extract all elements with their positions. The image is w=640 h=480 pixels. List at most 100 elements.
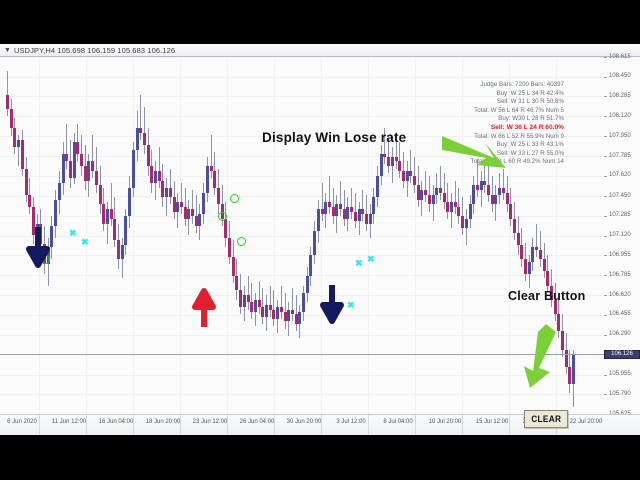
candle-body-bearish xyxy=(501,187,505,193)
candle-body-bearish xyxy=(283,311,287,322)
candle-body-bearish xyxy=(142,132,146,145)
price-chart-plot[interactable]: ✖ ✖ ✖ ✖ ✖ Judge Bars: 7200 Bars: 40397 Bu… xyxy=(0,57,605,414)
vertical-gridline xyxy=(321,57,322,414)
candle-body-bearish xyxy=(475,185,479,191)
candle-body-bearish xyxy=(457,206,461,217)
horizontal-gridline xyxy=(0,175,604,177)
horizontal-gridline xyxy=(0,96,604,98)
time-axis-tick: 30 Jun 20:00 xyxy=(286,419,322,425)
candle-body-bearish xyxy=(401,171,405,181)
candle-body-bearish xyxy=(535,247,539,250)
candle-wick xyxy=(425,171,427,203)
candle-body-bullish xyxy=(198,214,202,226)
candle-body-bearish xyxy=(139,128,143,133)
candle-wick xyxy=(439,166,441,200)
price-axis-tick: 107.950 xyxy=(609,132,631,139)
candle-wick xyxy=(384,128,386,164)
candle-body-bearish xyxy=(524,259,527,274)
time-axis-separator xyxy=(86,415,87,435)
stats-line-highlight: Sell: W 36 L 24 R 60.0% xyxy=(490,123,564,131)
candle-wick xyxy=(192,190,193,224)
candle-body-bullish xyxy=(368,214,372,224)
candle-body-bearish xyxy=(168,187,172,198)
candle-wick xyxy=(388,137,390,174)
candle-body-bearish xyxy=(442,192,446,203)
time-axis-tick: 11 Jun 12:00 xyxy=(51,419,87,425)
chart-title-bar[interactable]: ▼ USDJPY,H4 105.698 106.159 105.683 106.… xyxy=(0,44,640,57)
vertical-gridline xyxy=(86,57,87,414)
candle-body-bearish xyxy=(409,171,413,176)
current-price-tag: 106.126 xyxy=(604,349,640,359)
candle-body-bullish xyxy=(479,180,483,191)
candle-wick xyxy=(210,135,212,179)
candle-body-bearish xyxy=(239,290,243,308)
candle-wick xyxy=(258,280,260,315)
vertical-gridline xyxy=(556,57,557,414)
price-axis-tick: 106.785 xyxy=(609,271,631,278)
price-axis-tick: 105.955 xyxy=(609,371,631,378)
signal-circle-marker xyxy=(218,212,227,221)
candle-wick xyxy=(92,135,94,179)
candle-body-bearish xyxy=(339,204,342,210)
vertical-gridline xyxy=(180,57,181,414)
price-axis-tick: 106.455 xyxy=(609,311,631,318)
candle-wick xyxy=(476,159,478,198)
symbol-quote-text: USDJPY,H4 105.698 106.159 105.683 106.12… xyxy=(13,45,176,55)
candle-body-bearish xyxy=(94,171,98,186)
price-axis-tickmark xyxy=(604,57,607,58)
price-axis[interactable]: 108.615 108.450 108.285 108.120 107.950 107.7… xyxy=(604,54,640,417)
candle-body-bearish xyxy=(209,166,213,171)
candle-wick xyxy=(458,187,460,224)
candle-wick xyxy=(362,190,364,222)
candle-body-bullish xyxy=(357,209,361,222)
candle-body-bullish xyxy=(120,245,124,260)
annotation-arrow-to-clear-icon xyxy=(524,324,556,388)
candle-body-bearish xyxy=(546,271,550,286)
time-axis-tick: 23 Jun 12:00 xyxy=(192,419,228,425)
candle-body-bullish xyxy=(572,353,576,384)
price-axis-tick: 107.285 xyxy=(609,212,631,219)
price-axis-tickmark xyxy=(604,116,607,118)
horizontal-gridline xyxy=(0,334,604,336)
sell-entry-arrow-icon xyxy=(26,227,50,268)
price-axis-tickmark xyxy=(604,215,607,217)
stats-line: Judge Bars: 7200 Bars: 40397 xyxy=(480,81,564,88)
candle-body-bearish xyxy=(83,166,87,181)
time-axis-tick: 8 Jul 04:00 xyxy=(383,419,413,425)
candle-wick xyxy=(536,223,538,257)
time-axis[interactable]: 6 Jun 2020 11 Jun 12:00 16 Jun 04:00 18 Jun… xyxy=(0,414,640,435)
stats-line: Total: W 56 L 64 R 46.7% Num 5 xyxy=(474,106,564,114)
candle-body-bearish xyxy=(294,314,298,324)
price-axis-tick: 106.290 xyxy=(609,331,631,338)
candle-body-bearish xyxy=(413,175,416,186)
candle-body-bullish xyxy=(105,209,109,224)
candle-body-bullish xyxy=(468,204,472,219)
candle-wick xyxy=(247,276,249,310)
candle-wick xyxy=(539,230,541,267)
price-axis-tick: 106.620 xyxy=(609,291,631,298)
candle-body-bearish xyxy=(194,216,198,226)
horizontal-gridline xyxy=(0,76,604,78)
vertical-gridline xyxy=(274,57,275,414)
candle-body-bearish xyxy=(438,187,442,193)
candle-wick xyxy=(269,285,271,317)
candle-body-bearish xyxy=(361,209,365,214)
annotation-display-winlose: Display Win Lose rate xyxy=(262,130,407,145)
candle-body-bearish xyxy=(80,154,83,167)
candle-body-bearish xyxy=(220,204,224,219)
price-axis-tick: 106.955 xyxy=(609,251,631,258)
candle-body-bearish xyxy=(505,192,509,205)
vertical-gridline xyxy=(509,57,510,414)
candle-body-bearish xyxy=(20,139,24,169)
candle-wick xyxy=(502,168,504,200)
vertical-gridline xyxy=(368,57,369,414)
vertical-gridline xyxy=(133,57,134,414)
candle-body-bearish xyxy=(250,302,254,312)
clear-button[interactable]: CLEAR xyxy=(524,410,568,428)
candle-body-bullish xyxy=(72,142,76,179)
candle-body-bearish xyxy=(461,216,465,229)
candle-body-bullish xyxy=(50,225,54,248)
chevron-down-icon[interactable]: ▼ xyxy=(4,46,11,54)
horizontal-gridline xyxy=(0,394,604,396)
time-axis-separator xyxy=(180,415,181,435)
